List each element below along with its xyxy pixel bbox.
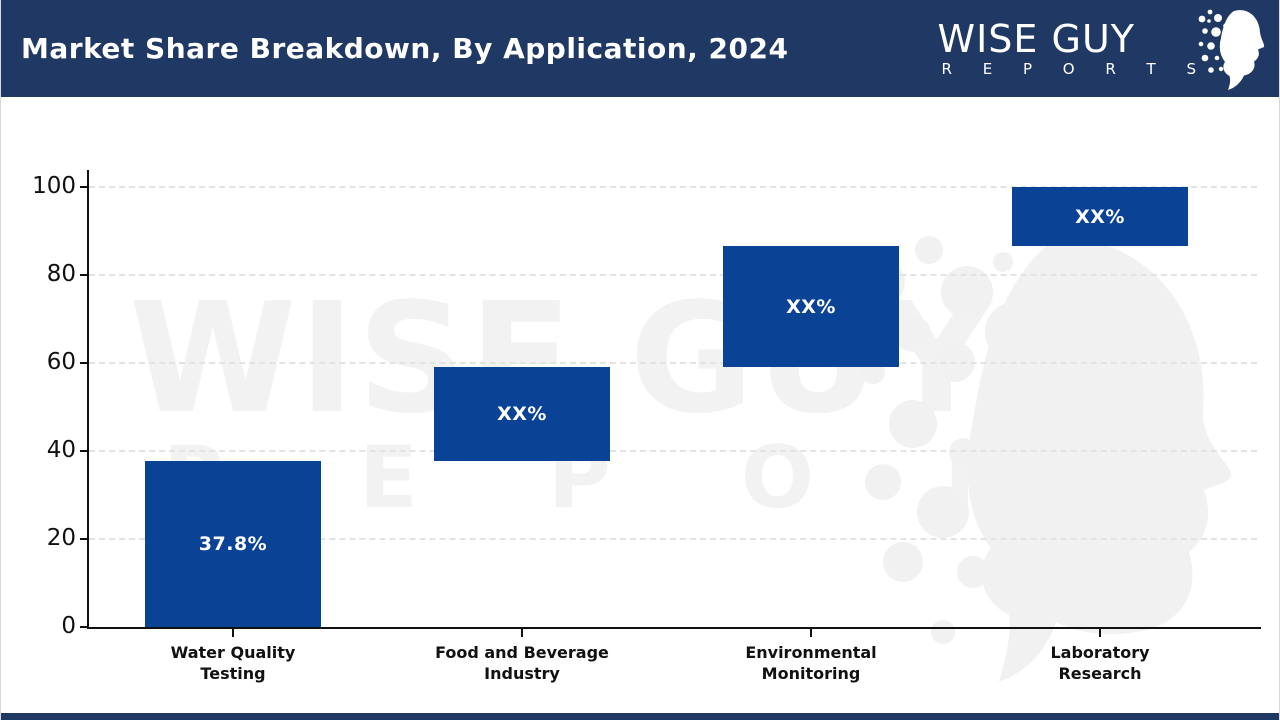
header-bar: Market Share Breakdown, By Application, … — [1, 0, 1279, 97]
category-label-line: Testing — [200, 664, 266, 683]
category-label-line: Water Quality — [170, 643, 296, 662]
category-label: Water Quality Testing — [88, 642, 378, 684]
y-tick-20 — [80, 538, 89, 540]
y-axis-line — [87, 170, 89, 629]
waterfall-chart: 0 20 40 60 80 100 37.8% Water Quality Testing XX%… — [1, 97, 1279, 713]
category-label-line: Laboratory — [1050, 643, 1150, 662]
logo-subtitle: R E P O R T S — [941, 60, 1209, 78]
bar-value-label: 37.8% — [198, 532, 268, 555]
watermark-dotted-head — [861, 235, 1232, 682]
dotted-head-icon — [1198, 9, 1265, 90]
x-tick — [810, 629, 812, 637]
bar-value-label: XX% — [497, 402, 547, 425]
gridline-100 — [89, 186, 1257, 188]
y-tick-label-40: 40 — [46, 437, 76, 463]
logo-wordmark: WISE GUY — [937, 17, 1135, 61]
bar-segment: XX% — [723, 246, 899, 367]
y-tick-label-20: 20 — [46, 525, 76, 551]
footer-accent-bar — [1, 713, 1279, 720]
y-tick-label-100: 100 — [32, 173, 76, 199]
x-tick — [1099, 629, 1101, 637]
y-tick-0 — [80, 626, 89, 628]
x-tick — [232, 629, 234, 637]
bar-segment: XX% — [1012, 187, 1188, 247]
gridline-80 — [89, 274, 1257, 276]
category-label-line: Monitoring — [761, 664, 861, 683]
y-tick-40 — [80, 450, 89, 452]
category-label-line: Environmental — [745, 643, 877, 662]
page-title: Market Share Breakdown, By Application, … — [21, 32, 789, 65]
x-tick — [521, 629, 523, 637]
category-label: Laboratory Research — [955, 642, 1245, 684]
bar-segment: XX% — [434, 366, 610, 461]
gridline-40 — [89, 450, 1257, 452]
category-label-line: Industry — [484, 664, 560, 683]
wise-guy-reports-logo: WISE GUY R E P O R T S — [938, 6, 1279, 92]
category-label: Food and Beverage Industry — [377, 642, 667, 684]
gridline-60 — [89, 362, 1257, 364]
bar-value-label: XX% — [786, 295, 836, 318]
y-tick-label-60: 60 — [46, 349, 76, 375]
y-tick-label-80: 80 — [46, 261, 76, 287]
gridline-20 — [89, 538, 1257, 540]
y-tick-60 — [80, 362, 89, 364]
bar-segment: 37.8% — [145, 460, 321, 627]
y-tick-100 — [80, 186, 89, 188]
category-label-line: Research — [1058, 664, 1142, 683]
x-axis-line — [87, 627, 1261, 629]
category-label-line: Food and Beverage — [435, 643, 609, 662]
y-tick-label-0: 0 — [61, 613, 76, 639]
category-label: Environmental Monitoring — [666, 642, 956, 684]
logo-text: WISE GUY R E P O R T S — [938, 19, 1209, 78]
y-tick-80 — [80, 274, 89, 276]
bar-value-label: XX% — [1075, 205, 1125, 228]
